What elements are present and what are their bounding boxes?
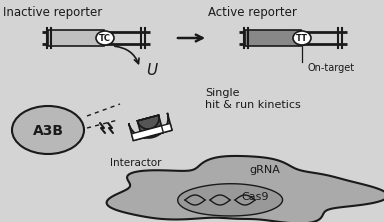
Text: gRNA: gRNA xyxy=(250,165,280,175)
Text: Interactor: Interactor xyxy=(110,158,162,168)
Polygon shape xyxy=(107,156,384,222)
Ellipse shape xyxy=(293,31,311,45)
Text: U: U xyxy=(146,63,157,78)
Text: TT: TT xyxy=(296,34,308,43)
Text: Cas9: Cas9 xyxy=(241,192,269,202)
FancyArrowPatch shape xyxy=(178,35,202,41)
Text: Inactive reporter: Inactive reporter xyxy=(3,6,102,19)
Text: A3B: A3B xyxy=(33,124,63,138)
Polygon shape xyxy=(129,113,172,141)
Ellipse shape xyxy=(96,31,114,45)
FancyArrowPatch shape xyxy=(115,46,139,64)
Text: Single
hit & run kinetics: Single hit & run kinetics xyxy=(205,88,301,110)
Polygon shape xyxy=(140,123,172,138)
Text: TC: TC xyxy=(99,34,111,43)
Bar xyxy=(245,30,301,46)
Text: On-target: On-target xyxy=(307,63,354,73)
Polygon shape xyxy=(178,184,283,216)
Text: Active reporter: Active reporter xyxy=(208,6,297,19)
Bar xyxy=(48,30,104,46)
Ellipse shape xyxy=(12,106,84,154)
Polygon shape xyxy=(132,126,163,141)
